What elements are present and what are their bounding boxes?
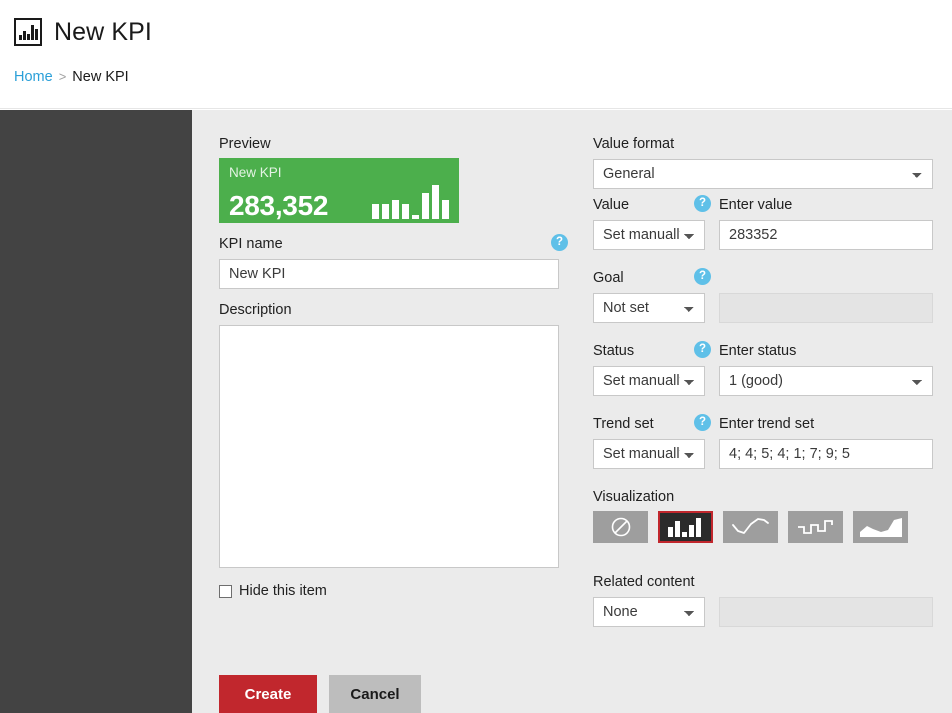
- help-icon-trend-set[interactable]: ?: [694, 414, 711, 431]
- value-label: Value: [593, 197, 630, 213]
- breadcrumb: Home > New KPI: [14, 68, 129, 86]
- header-divider: [0, 108, 952, 109]
- preview-trend-bar: [372, 204, 379, 219]
- left-sidebar: [0, 110, 192, 713]
- breadcrumb-current: New KPI: [72, 69, 129, 85]
- main-content: Preview New KPI 283,352 KPI name ? Descr…: [192, 110, 952, 713]
- bar-chart-icon[interactable]: [658, 511, 713, 543]
- kpi-preview-tile[interactable]: New KPI 283,352: [219, 158, 459, 223]
- preview-tile-title: New KPI: [229, 165, 282, 180]
- status-entry-select[interactable]: 1 (good): [719, 366, 933, 396]
- trend-set-source-select[interactable]: Set manually: [593, 439, 705, 469]
- goal-entry-input: [719, 293, 933, 323]
- goal-label: Goal: [593, 270, 624, 286]
- value-format-select[interactable]: General: [593, 159, 933, 189]
- hide-this-item-checkbox[interactable]: [219, 584, 232, 598]
- hide-this-item-row[interactable]: Hide this item: [219, 583, 327, 599]
- action-button-row: Create Cancel: [219, 675, 421, 713]
- trend-set-entry-input[interactable]: [719, 439, 933, 469]
- hide-this-item-label: Hide this item: [239, 583, 327, 599]
- help-icon-kpi-name[interactable]: ?: [551, 234, 568, 251]
- kpi-name-label: KPI name: [219, 236, 283, 252]
- visualization-options: [593, 511, 908, 543]
- cancel-button[interactable]: Cancel: [329, 675, 421, 713]
- help-icon-value[interactable]: ?: [694, 195, 711, 212]
- create-button[interactable]: Create: [219, 675, 317, 713]
- line-chart-icon[interactable]: [723, 511, 778, 543]
- enter-trend-set-label: Enter trend set: [719, 416, 815, 432]
- preview-label: Preview: [219, 136, 271, 152]
- preview-trend-bar: [442, 200, 449, 219]
- goal-source-select[interactable]: Not set: [593, 293, 705, 323]
- visualization-label: Visualization: [593, 489, 675, 505]
- kpi-name-input[interactable]: [219, 259, 559, 289]
- area-chart-icon[interactable]: [853, 511, 908, 543]
- breadcrumb-separator: >: [58, 69, 67, 84]
- description-label: Description: [219, 302, 292, 318]
- step-chart-icon[interactable]: [788, 511, 843, 543]
- related-content-label: Related content: [593, 574, 695, 590]
- none-icon[interactable]: [593, 511, 648, 543]
- title-row: New KPI: [14, 18, 152, 46]
- preview-trend-bar: [392, 200, 399, 219]
- trend-set-label: Trend set: [593, 416, 654, 432]
- preview-tile-body: 283,352: [229, 181, 449, 223]
- value-entry-input[interactable]: [719, 220, 933, 250]
- bar-chart-icon: [14, 18, 42, 46]
- status-source-select[interactable]: Set manually: [593, 366, 705, 396]
- value-source-select[interactable]: Set manually: [593, 220, 705, 250]
- preview-trend-bar: [412, 215, 419, 219]
- breadcrumb-home-link[interactable]: Home: [14, 69, 53, 85]
- preview-trend-bar: [422, 193, 429, 219]
- preview-tile-value: 283,352: [229, 190, 329, 221]
- page-title: New KPI: [54, 18, 152, 46]
- preview-trend-bar: [432, 185, 439, 219]
- help-icon-status[interactable]: ?: [694, 341, 711, 358]
- description-textarea[interactable]: [219, 325, 559, 568]
- enter-value-label: Enter value: [719, 197, 793, 213]
- page-header: New KPI Home > New KPI: [0, 0, 952, 109]
- status-label: Status: [593, 343, 635, 359]
- enter-status-label: Enter status: [719, 343, 797, 359]
- value-format-label: Value format: [593, 136, 675, 152]
- preview-tile-trend-chart: [372, 181, 449, 223]
- preview-trend-bar: [382, 204, 389, 219]
- related-content-entry-input: [719, 597, 933, 627]
- preview-trend-bar: [402, 204, 409, 219]
- bar-chart-icon-bars: [18, 25, 38, 40]
- related-content-source-select[interactable]: None: [593, 597, 705, 627]
- help-icon-goal[interactable]: ?: [694, 268, 711, 285]
